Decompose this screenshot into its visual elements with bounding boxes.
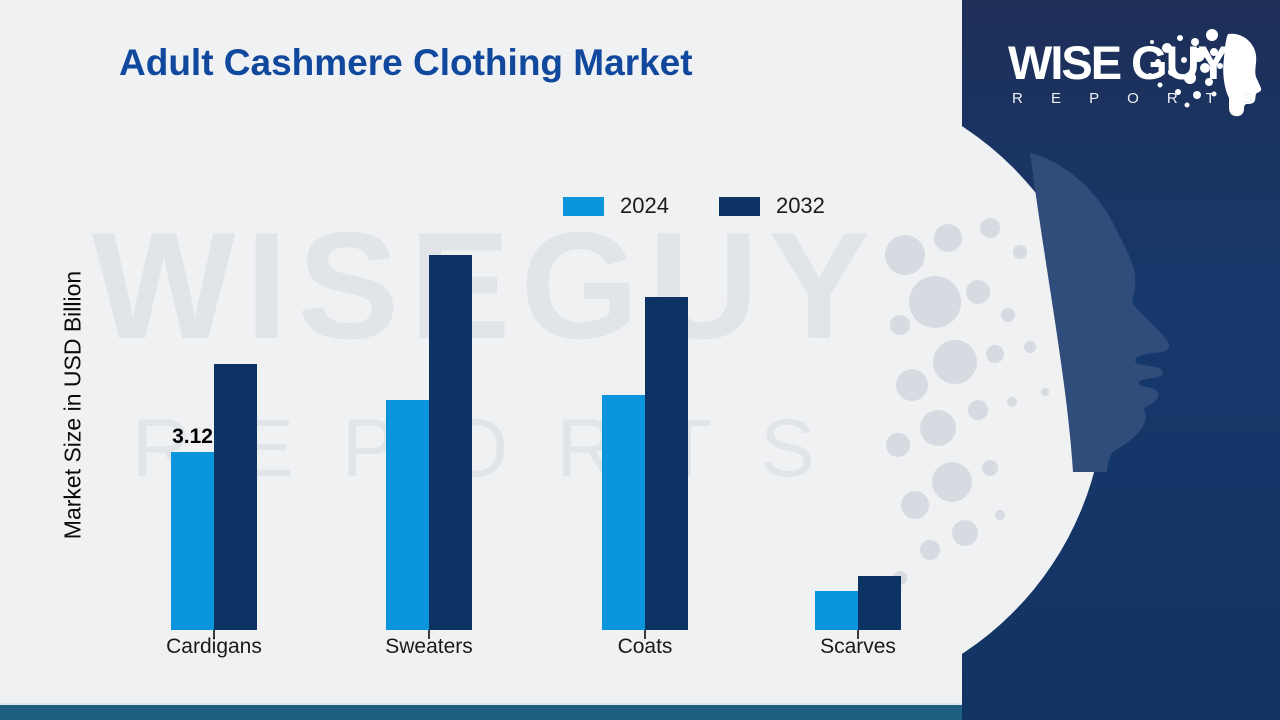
logo-name: WISE GUY (1008, 36, 1229, 89)
category-label-coats: Coats (617, 635, 673, 658)
category-label-cardigans: Cardigans (166, 635, 262, 658)
logo-sub: R E P O R T S (1012, 90, 1265, 108)
face-silhouette (1030, 153, 1170, 472)
y-axis-label: Market Size in USD Billion (59, 270, 86, 540)
x-tick-scarves (857, 630, 859, 639)
bottom-bar (0, 703, 962, 720)
bar-2032-cardigans (214, 364, 257, 630)
legend-swatch-2024 (563, 196, 604, 216)
brand-panel: WISE GUY R E P O R T S (962, 0, 1280, 720)
category-label-sweaters: Sweaters (385, 635, 473, 658)
dots-decoration (885, 218, 1049, 585)
wiseguy-logo: WISE GUY R E P O R T S (1008, 36, 1265, 108)
x-tick-sweaters (428, 630, 430, 639)
legend-item-2024: 2024 (563, 193, 669, 219)
x-tick-cardigans (213, 630, 215, 639)
legend-label-2032: 2032 (775, 193, 825, 218)
value-label-cardigans: 3.12 (172, 425, 213, 448)
bar-2024-cardigans (171, 452, 214, 630)
bar-2032-sweaters (429, 255, 472, 630)
bar-2024-sweaters (386, 400, 429, 630)
chart-title: Adult Cashmere Clothing Market (119, 42, 693, 83)
legend-swatch-2032 (718, 196, 760, 216)
bar-2032-scarves (858, 576, 901, 630)
legend-item-2032: 2032 (718, 193, 825, 219)
watermark-wiseguy: WISEGUY (92, 201, 880, 371)
x-tick-coats (644, 630, 646, 639)
bar-2024-coats (602, 395, 645, 630)
legend-label-2024: 2024 (620, 193, 669, 218)
bar-2032-coats (645, 297, 688, 630)
chart-legend: 2024 2032 (563, 193, 825, 219)
logo-head-icon (1148, 29, 1262, 117)
category-label-scarves: Scarves (820, 635, 896, 658)
bar-2024-scarves (815, 591, 858, 630)
